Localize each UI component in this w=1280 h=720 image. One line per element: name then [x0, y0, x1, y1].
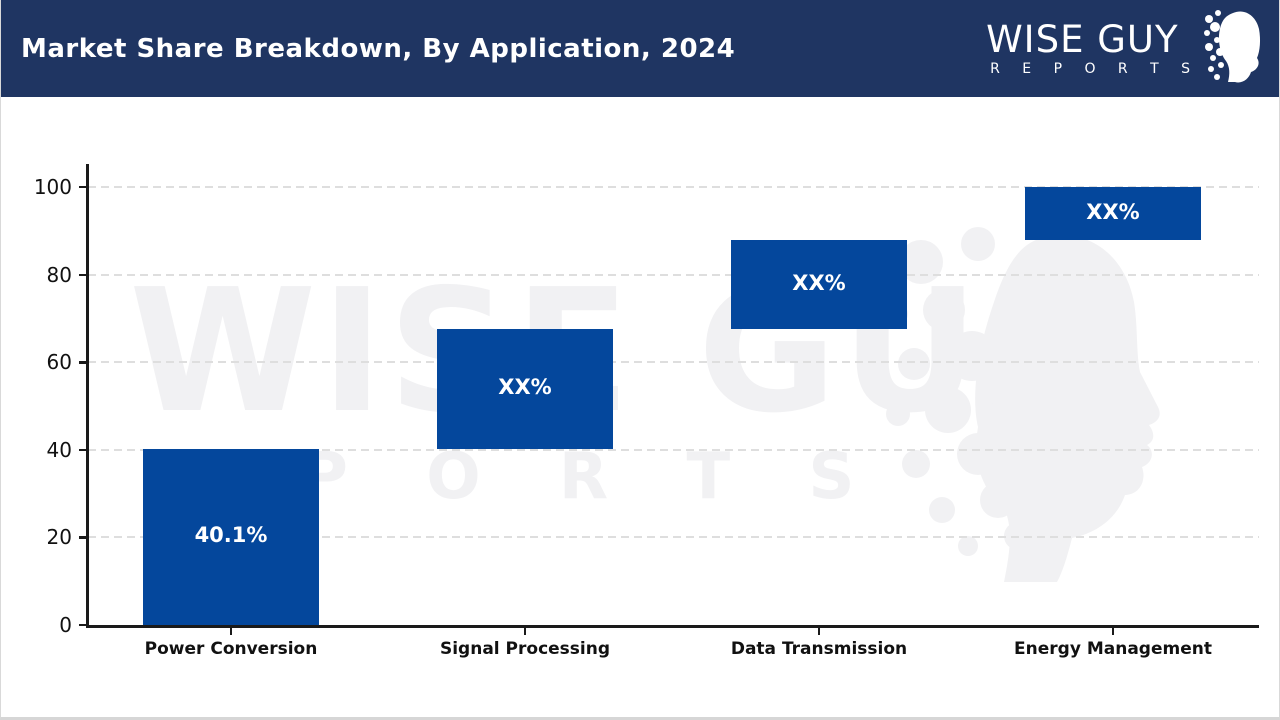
y-tick-mark [79, 448, 88, 452]
bar-signal-processing [437, 329, 613, 450]
bar-value-label: XX% [792, 270, 846, 295]
y-tick-mark [79, 273, 88, 276]
y-tick-label: 60 [46, 350, 72, 375]
grid-line-y40 [88, 448, 1259, 451]
grid-line-y20 [88, 536, 1259, 539]
grid-line-y80 [88, 273, 1259, 276]
y-tick-label: 100 [33, 175, 72, 199]
y-tick-mark [79, 361, 88, 364]
bar-data-transmission [731, 240, 907, 330]
x-category-label: Energy Management [1014, 639, 1212, 659]
y-tick-label: 20 [46, 525, 72, 550]
y-axis-line [86, 164, 89, 627]
bar-value-label: 40.1% [194, 523, 268, 548]
logo-subtitle: R E P O R T S [990, 60, 1199, 77]
y-tick-mark [79, 536, 88, 539]
x-category-label: Signal Processing [439, 639, 611, 659]
logo-wordmark: WISE GUY [986, 17, 1179, 61]
grid-line-y60 [88, 361, 1259, 364]
x-axis-line [86, 625, 1259, 628]
y-tick-label: 0 [59, 613, 72, 637]
bar-value-label: XX% [1086, 199, 1140, 224]
x-category-label: Power Conversion [144, 639, 318, 659]
x-tick-mark [230, 627, 233, 635]
watermark-subtitle: P O R T S [301, 440, 883, 514]
logo-head-icon [1203, 7, 1267, 91]
y-tick-label: 40 [46, 437, 72, 462]
x-tick-mark [1112, 627, 1115, 635]
grid-line-y100 [88, 186, 1259, 188]
page-title: Market Share Breakdown, By Application, … [21, 33, 736, 64]
logo-text: WISE GUY R E P O R T S [986, 21, 1199, 77]
y-tick-label: 80 [46, 262, 72, 287]
y-tick-mark [79, 624, 88, 627]
bar-power-conversion [143, 449, 319, 625]
bar-energy-management [1025, 187, 1201, 241]
wise-guy-reports-logo: WISE GUY R E P O R T S [986, 7, 1279, 91]
watermark-head-icon [886, 222, 1176, 586]
x-category-label: Data Transmission [730, 639, 908, 659]
x-tick-mark [818, 627, 821, 635]
bar-value-label: XX% [498, 375, 552, 400]
y-tick-mark [79, 186, 88, 189]
x-tick-mark [524, 627, 527, 635]
header-bar: Market Share Breakdown, By Application, … [1, 0, 1279, 97]
